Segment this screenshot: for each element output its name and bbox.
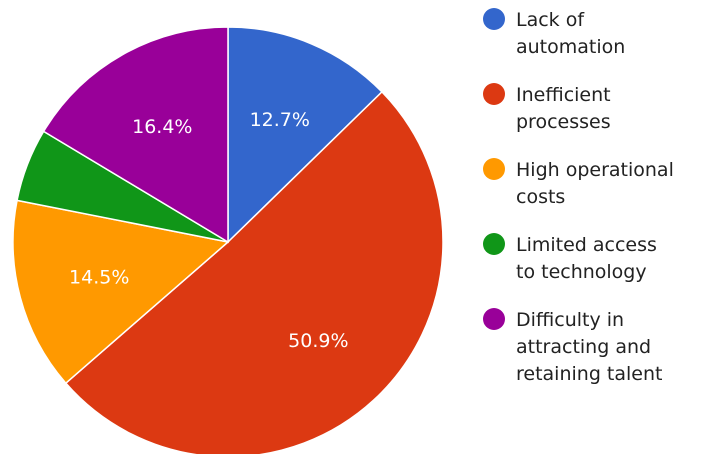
pie-slice-2[interactable] [64,90,444,458]
legend-item[interactable]: High operational costs [483,158,674,208]
slice-value-label: 14.5% [69,266,129,288]
legend-item[interactable]: Inefficient processes [483,83,611,133]
pie-slices [12,26,444,458]
legend-marker [483,83,505,105]
pie-slice-1[interactable] [227,26,383,244]
slice-value-label: 50.9% [288,330,348,352]
legend-label: Inefficient processes [516,84,611,133]
pie-slice-5[interactable] [42,26,229,244]
legend-marker [483,308,505,330]
legend-marker [483,8,505,30]
legend-marker [483,158,505,180]
legend-item[interactable]: Lack of automation [483,8,625,58]
legend-marker [483,233,505,255]
legend-label: Lack of automation [516,9,625,58]
legend-label: High operational costs [516,159,674,208]
pie-slice-3[interactable] [12,199,230,385]
legend-label: Difficulty in attracting and retaining tal… [516,309,662,385]
legend-item[interactable]: Difficulty in attracting and retaining tal… [483,308,662,385]
slice-value-label: 16.4% [132,116,192,138]
legend-label: Limited access to technology [516,234,657,283]
slice-value-label: 12.7% [250,109,310,131]
legend: Lack of automation Inefficient processes Hig… [483,8,674,385]
legend-item[interactable]: Limited access to technology [483,233,657,283]
pie-slice-labels: 12.7% 50.9% 14.5% 16.4% [69,109,348,352]
